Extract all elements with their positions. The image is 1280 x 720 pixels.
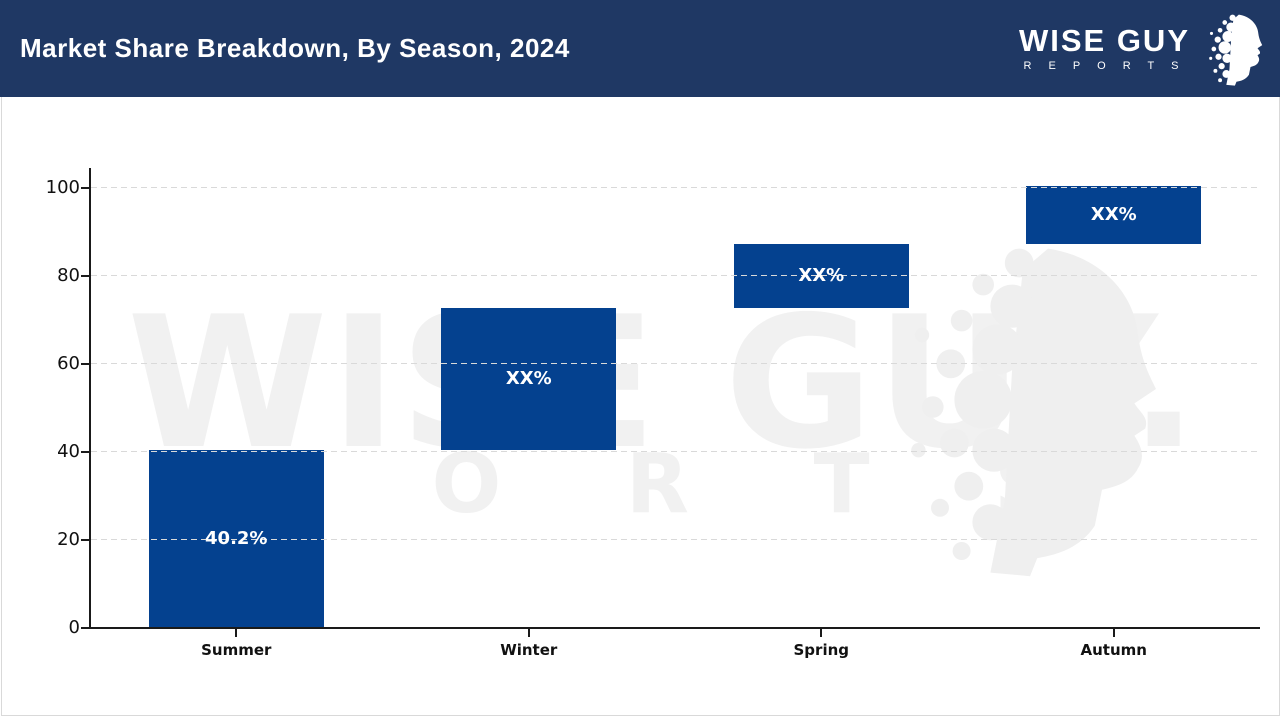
x-tick-winter (527, 629, 530, 637)
x-tick-label-spring: Spring (793, 641, 850, 659)
bar-winter (441, 308, 617, 451)
gridline-y-100 (91, 187, 1260, 188)
bar-summer (148, 450, 324, 627)
y-tick-label-80: 80 (57, 265, 80, 286)
dotted-head-icon (1209, 14, 1263, 86)
watermark-head-icon (911, 248, 1156, 577)
x-tick-spring (820, 629, 823, 637)
x-tick-autumn (1112, 629, 1115, 637)
page-title: Market Share Breakdown, By Season, 2024 (20, 33, 570, 63)
bar-label-winter: XX% (505, 368, 552, 390)
x-tick-label-autumn: Autumn (1080, 641, 1147, 659)
x-axis-spine (89, 627, 1260, 629)
gridline-y-40 (91, 451, 1260, 452)
bar-spring (733, 244, 909, 308)
x-tick-summer (235, 629, 238, 637)
y-tick-100 (81, 187, 89, 189)
y-tick-label-60: 60 (57, 353, 80, 374)
y-tick-label-20: 20 (57, 529, 80, 550)
y-axis-spine (89, 168, 91, 629)
logo-text: WISE GUY R E P O R T S (1019, 25, 1190, 72)
y-tick-40 (81, 451, 89, 453)
bar-autumn (1026, 185, 1202, 245)
y-tick-80 (81, 275, 89, 277)
bar-label-spring: XX% (798, 265, 845, 287)
y-tick-label-40: 40 (57, 441, 80, 462)
y-tick-0 (81, 627, 89, 629)
header-bar: Market Share Breakdown, By Season, 2024 … (0, 0, 1280, 97)
x-tick-label-summer: Summer (201, 641, 272, 659)
bar-label-autumn: XX% (1090, 203, 1137, 225)
gridline-y-20 (91, 539, 1260, 540)
bar-label-summer: 40.2% (205, 527, 268, 549)
wise-guy-logo: WISE GUY R E P O R T S (1019, 6, 1280, 92)
logo-wordmark: WISE GUY (1018, 23, 1190, 59)
x-tick-label-winter: Winter (500, 641, 558, 659)
y-tick-60 (81, 363, 89, 365)
y-tick-label-100: 100 (45, 177, 80, 198)
logo-subtitle: R E P O R T S (1023, 59, 1186, 72)
gridline-y-80 (91, 275, 1260, 276)
gridline-y-60 (91, 363, 1260, 364)
chart-plot-area: WISE GUY. P O R T S 0 20 40 60 80 100 40.2% Sum… (1, 97, 1280, 716)
y-tick-label-0: 0 (68, 617, 80, 638)
y-tick-20 (81, 539, 89, 541)
